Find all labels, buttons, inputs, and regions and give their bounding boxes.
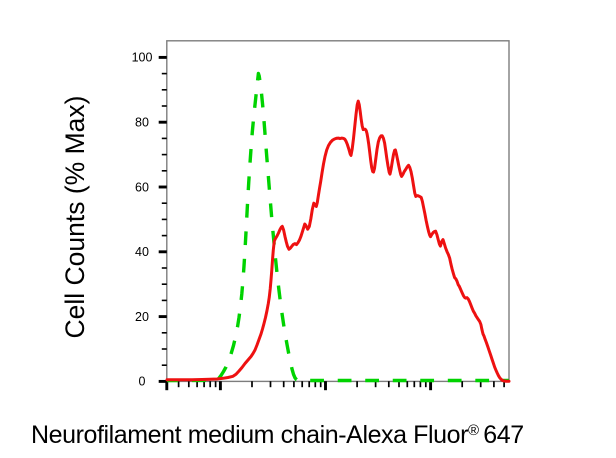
svg-text:20: 20 [135, 310, 149, 324]
svg-text:60: 60 [135, 180, 149, 194]
svg-text:0: 0 [139, 375, 146, 389]
svg-text:40: 40 [135, 245, 149, 259]
svg-text:100: 100 [132, 51, 153, 65]
svg-text:80: 80 [135, 116, 149, 130]
svg-text:Neurofilament medium chain-Ale: Neurofilament medium chain-Alexa Fluor® … [31, 421, 524, 449]
svg-text:Cell Counts (% Max): Cell Counts (% Max) [60, 96, 90, 339]
